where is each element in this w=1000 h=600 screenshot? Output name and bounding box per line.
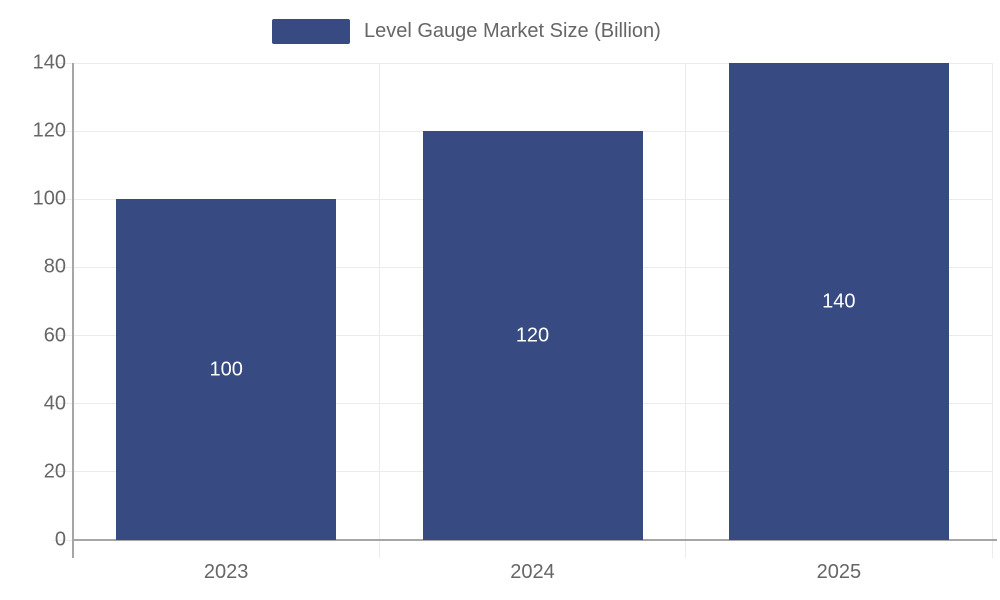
x-gridline — [991, 63, 993, 540]
y-gridline — [73, 62, 992, 64]
bar-2025[interactable] — [728, 63, 949, 540]
x-tick — [378, 540, 380, 558]
x-tick-label: 2025 — [816, 561, 862, 583]
x-tick-label: 2024 — [510, 561, 555, 583]
bar-value-label: 140 — [822, 290, 856, 312]
y-tick — [53, 403, 73, 405]
bar-value-label: 120 — [515, 324, 550, 347]
bar-2024[interactable] — [422, 131, 643, 540]
y-tick — [53, 198, 73, 200]
y-tick-label: 20 — [43, 460, 66, 483]
y-tick-label: 40 — [43, 392, 66, 415]
legend-label: Level Gauge Market Size (Billion) — [364, 20, 661, 42]
legend[interactable]: Level Gauge Market Size (Billion) — [272, 19, 661, 44]
y-tick — [53, 471, 73, 473]
x-axis-line — [73, 539, 997, 541]
bar-2023[interactable] — [116, 199, 337, 540]
y-tick-label: 0 — [54, 528, 66, 551]
y-tick — [53, 266, 73, 268]
y-tick — [53, 335, 73, 337]
x-tick-label: 2023 — [203, 561, 249, 583]
y-tick — [53, 539, 73, 541]
y-axis-line — [72, 63, 74, 558]
y-tick-label: 140 — [32, 51, 66, 74]
x-tick — [685, 540, 687, 558]
y-tick-label: 100 — [32, 187, 66, 210]
y-tick-label: 120 — [32, 119, 66, 142]
x-tick — [991, 540, 993, 558]
y-tick — [53, 62, 73, 64]
x-gridline — [685, 63, 687, 540]
bar-value-label: 100 — [209, 358, 243, 381]
y-tick — [53, 130, 73, 132]
y-tick-label: 80 — [43, 255, 66, 278]
x-gridline — [378, 63, 380, 540]
legend-swatch — [272, 19, 350, 44]
y-tick-label: 60 — [43, 324, 66, 347]
